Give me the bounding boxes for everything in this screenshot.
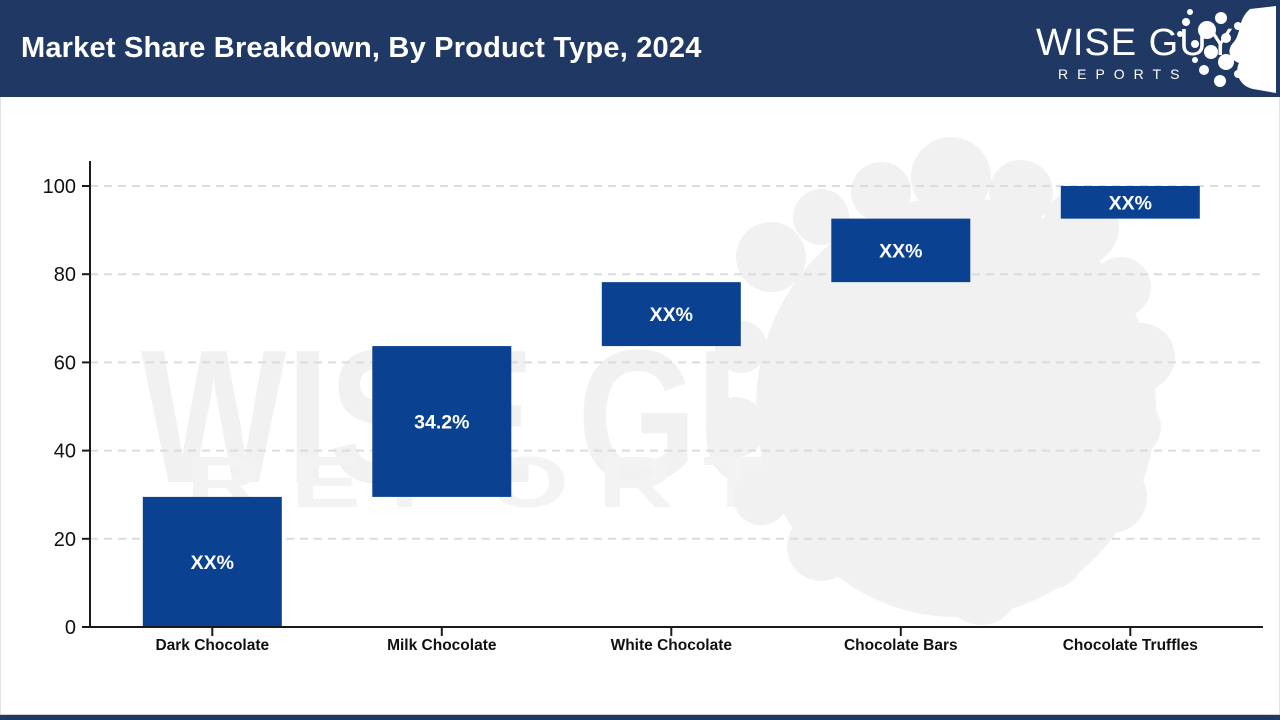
bar-dark-chocolate	[142, 496, 282, 627]
footer-bar	[0, 714, 1280, 720]
header: Market Share Breakdown, By Product Type,…	[0, 0, 1280, 97]
bar-value-label: XX%	[1109, 192, 1152, 214]
bar-value-label: XX%	[650, 304, 693, 326]
x-category-label: Chocolate Bars	[844, 637, 958, 654]
logo-subtext: REPORTS	[1058, 66, 1188, 82]
logo-face-icon	[1177, 6, 1276, 93]
x-category-label: Dark Chocolate	[155, 637, 269, 654]
y-tick-label: 40	[54, 441, 76, 463]
bar-white-chocolate	[601, 282, 741, 347]
y-tick-label: 100	[43, 176, 76, 198]
y-tick-label: 0	[65, 617, 76, 639]
x-category-label: White Chocolate	[611, 637, 733, 654]
y-tick-label: 80	[54, 264, 76, 286]
x-category-label: Milk Chocolate	[387, 637, 497, 654]
y-tick-label: 20	[54, 529, 76, 551]
watermark: WISE GUY R E P O R T S	[141, 137, 1175, 625]
chart-area: WISE GUY R E P O R T S 0 20 40 60 80 100 XX% Da…	[0, 97, 1280, 714]
bar-milk-chocolate	[372, 346, 512, 497]
bar-chocolate-bars	[831, 218, 971, 283]
wise-guy-reports-logo: WISE GUY REPORTS	[1036, 6, 1276, 93]
x-category-label: Chocolate Truffles	[1063, 637, 1198, 654]
bar-value-label: XX%	[191, 552, 234, 574]
y-tick-label: 60	[54, 352, 76, 374]
page-title: Market Share Breakdown, By Product Type,…	[21, 32, 702, 64]
bar-value-label: XX%	[879, 240, 922, 262]
bar-value-label: 34.2%	[414, 411, 469, 433]
plot: 0 20 40 60 80 100 XX% Dark Chocolate 34.2% Milk C…	[43, 161, 1263, 654]
waterfall-chart: WISE GUY R E P O R T S 0 20 40 60 80 100 XX% Da…	[43, 137, 1263, 654]
bar-chocolate-truffles	[1060, 186, 1200, 219]
